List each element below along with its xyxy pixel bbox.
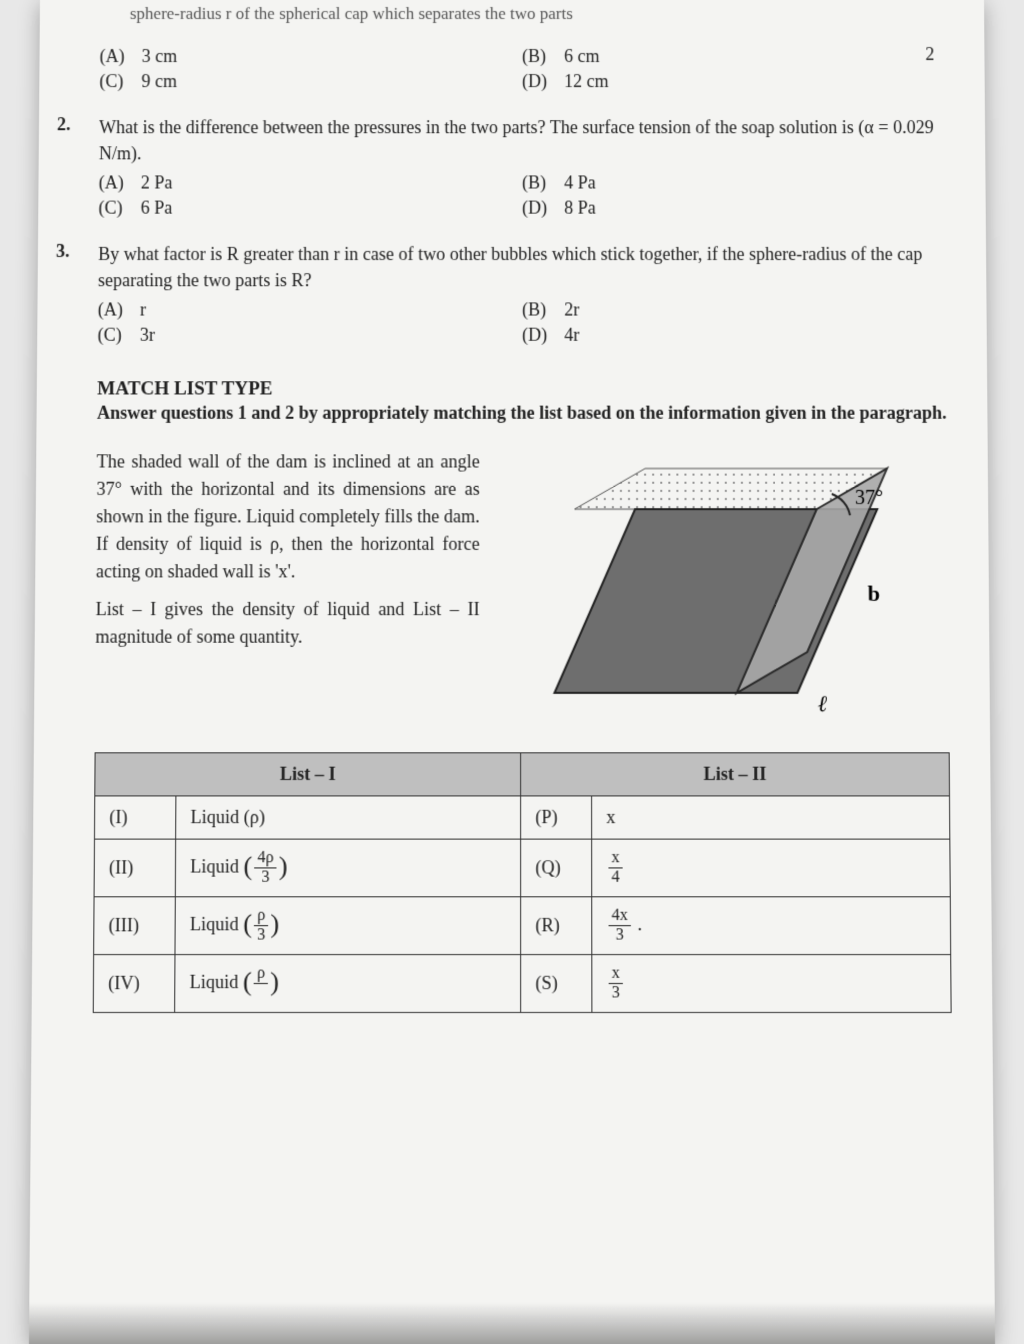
opt-label: (B) [522,46,556,67]
row-roman: (I) [94,796,175,839]
opt-label: (A) [100,46,134,67]
table-row: (II)Liquid (4ρ3)(Q)x4 [94,839,950,897]
opt-label: (B) [522,173,556,194]
table-header-row: List – I List – II [95,753,950,796]
list2-code: (S) [521,955,592,1013]
list1-header: List – I [95,753,521,796]
option-b: (B) 2r [522,300,946,321]
q-text: What is the difference between the press… [99,114,945,166]
option-a: (A) 2 Pa [99,173,522,194]
list1-cell: Liquid (ρ ) [175,955,521,1013]
opt-label: (B) [522,300,556,321]
opt-text: 6 Pa [141,198,173,219]
list1-cell: Liquid (4ρ3) [175,839,520,897]
option-d: (D) 8 Pa [522,198,946,219]
options-grid: (A) r (B) 2r (C) 3r (D) 4r [98,300,947,346]
option-b: (B) 6 cm [522,46,944,67]
section-heading: MATCH LIST TYPE [97,379,947,401]
opt-label: (D) [522,71,556,92]
list2-header: List – II [521,753,950,796]
paragraph-text: The shaded wall of the dam is inclined a… [96,449,480,586]
option-d: (D) 12 cm [522,71,945,92]
option-a: (A) 3 cm [100,46,522,67]
cutoff-text: sphere-radius r of the spherical cap whi… [130,4,944,24]
opt-text: 3 cm [142,46,178,67]
opt-text: 2r [564,300,579,321]
table-row: (IV)Liquid (ρ )(S)x3 [93,955,951,1013]
section-subheading: Answer questions 1 and 2 by appropriatel… [97,403,947,424]
option-c: (C) 9 cm [99,71,522,92]
b-label: b [868,581,881,607]
list2-cell: x3 [592,955,951,1013]
opt-text: r [140,300,146,321]
paragraph-row: The shaded wall of the dam is inclined a… [95,449,950,735]
question-2: 2. What is the difference between the pr… [98,114,945,219]
option-c: (C) 6 Pa [98,198,522,219]
opt-text: 4 Pa [564,173,596,194]
table-row: (I)Liquid (ρ)(P)x [94,796,949,839]
q-text: By what factor is R greater than r in ca… [98,241,946,294]
l-label: ℓ [818,691,828,717]
q1-options: (A) 3 cm (B) 6 cm (C) 9 cm (D) 12 cm [99,46,944,92]
q-number: 3. [56,241,70,262]
options-grid: (A) 2 Pa (B) 4 Pa (C) 6 Pa (D) 8 Pa [98,173,945,219]
list2-cell: x [592,796,950,839]
opt-label: (C) [99,71,133,92]
option-a: (A) r [98,300,522,321]
list2-cell: x4 [592,839,951,897]
opt-label: (A) [98,300,132,321]
list1-cell: Liquid (ρ) [176,796,521,839]
opt-text: 6 cm [564,46,600,67]
options-grid: (A) 3 cm (B) 6 cm (C) 9 cm (D) 12 cm [99,46,944,92]
opt-text: 9 cm [141,71,177,92]
row-roman: (III) [94,897,176,955]
angle-label: 37° [855,487,883,509]
opt-label: (C) [98,325,132,346]
option-b: (B) 4 Pa [522,173,945,194]
paragraph-col: The shaded wall of the dam is inclined a… [95,449,479,652]
table-row: (III)Liquid (ρ3)(R)4x3 . [94,897,951,955]
list2-cell: 4x3 . [592,897,951,955]
opt-text: 12 cm [564,71,609,92]
dam-diagram: 37° b ℓ [504,449,950,735]
page: 2 sphere-radius r of the spherical cap w… [29,0,995,1344]
opt-label: (D) [522,198,556,219]
opt-label: (A) [99,173,133,194]
list2-code: (R) [521,897,592,955]
opt-text: 8 Pa [564,198,596,219]
option-d: (D) 4r [522,325,947,346]
row-roman: (IV) [93,955,175,1013]
opt-text: 4r [564,325,579,346]
page-shadow [29,1302,995,1344]
opt-label: (C) [98,198,132,219]
q-number: 2. [57,114,71,135]
list2-code: (Q) [521,839,592,897]
match-table: List – I List – II (I)Liquid (ρ)(P)x(II)… [93,753,952,1014]
opt-text: 3r [140,325,155,346]
question-3: 3. By what factor is R greater than r in… [98,241,947,346]
opt-label: (D) [522,325,556,346]
option-c: (C) 3r [98,325,523,346]
row-roman: (II) [94,839,176,897]
list2-code: (P) [521,796,592,839]
opt-text: 2 Pa [141,173,173,194]
paragraph-text-2: List – I gives the density of liquid and… [95,596,479,651]
list1-cell: Liquid (ρ3) [175,897,521,955]
dam-svg: 37° b ℓ [514,449,939,735]
